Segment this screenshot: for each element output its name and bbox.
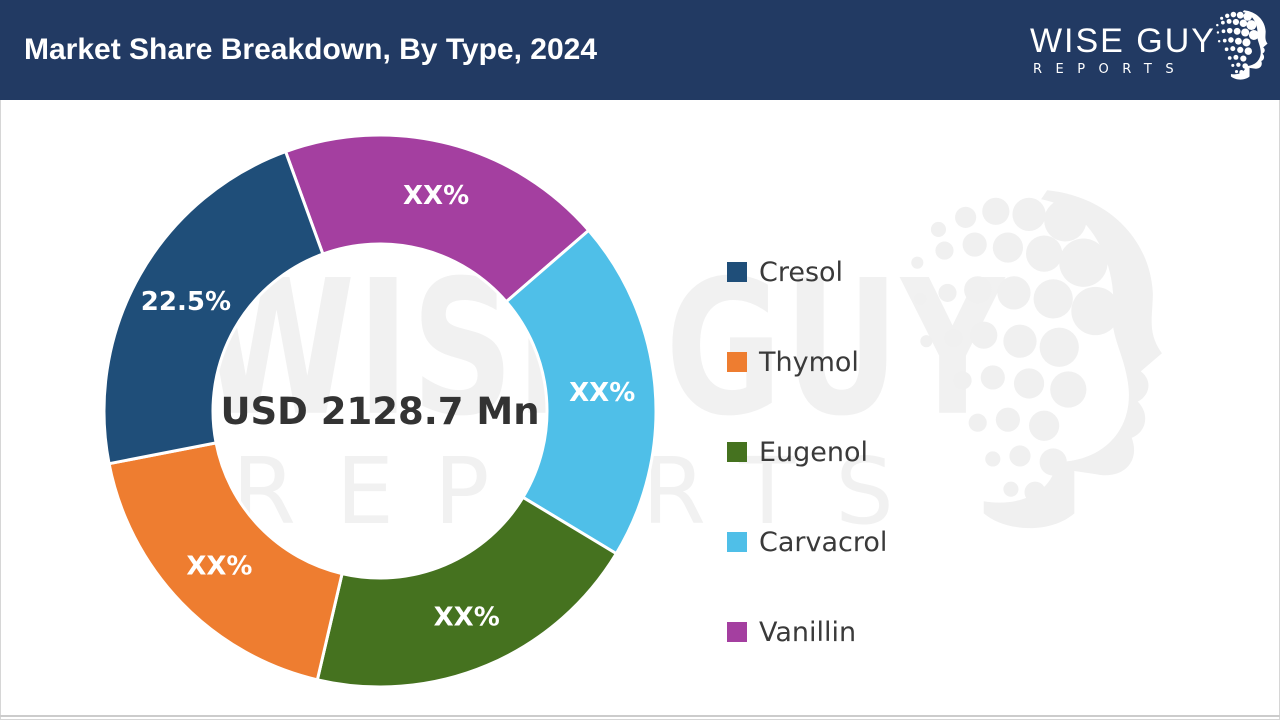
legend-swatch-vanillin	[727, 622, 747, 642]
donut-slice-label-vanillin: XX%	[403, 181, 469, 211]
brand-logo: WISE GUY REPORTS	[1030, 0, 1270, 100]
legend-item-label: Vanillin	[759, 616, 857, 648]
legend-swatch-carvacrol	[727, 532, 747, 552]
donut-center-label: USD 2128.7 Mn	[220, 390, 539, 433]
brand-reports-line: REPORTS	[1032, 62, 1188, 77]
legend-item-label: Carvacrol	[759, 526, 888, 558]
brand-face-icon	[1216, 9, 1268, 80]
legend-swatch-eugenol	[727, 442, 747, 462]
donut-slice-thymol	[107, 441, 344, 682]
legend-item-label: Cresol	[759, 256, 844, 288]
donut-slice-eugenol	[315, 495, 619, 689]
donut-slices-group	[102, 133, 658, 689]
legend-swatch-thymol	[727, 352, 747, 372]
legend-item-thymol: Thymol	[727, 346, 859, 378]
donut-slice-vanillin	[283, 133, 591, 304]
donut-slice-label-eugenol: XX%	[434, 603, 500, 633]
donut-slice-carvacrol	[504, 228, 658, 556]
donut-slice-label-thymol: XX%	[186, 552, 252, 582]
header: Market Share Breakdown, By Type, 2024 WI…	[0, 0, 1280, 100]
brand-wordmark-block: WISE GUY REPORTS	[1030, 24, 1216, 76]
legend-item-cresol: Cresol	[727, 256, 843, 288]
legend-item-label: Thymol	[759, 346, 859, 378]
brand-wordmark: WISE GUY	[1029, 22, 1216, 60]
legend-item-vanillin: Vanillin	[727, 616, 856, 648]
donut-slice-label-cresol: 22.5%	[141, 287, 231, 317]
bottom-border-line	[0, 715, 1280, 717]
legend-swatch-cresol	[727, 262, 747, 282]
donut-slice-cresol	[102, 149, 325, 466]
legend-item-eugenol: Eugenol	[727, 436, 868, 468]
legend-item-carvacrol: Carvacrol	[727, 526, 887, 558]
page-title: Market Share Breakdown, By Type, 2024	[24, 33, 598, 66]
legend-item-label: Eugenol	[759, 436, 869, 468]
donut-slice-label-carvacrol: XX%	[569, 378, 635, 408]
donut-slice-labels: XX% XX% XX% XX% 22.5%	[141, 181, 635, 632]
